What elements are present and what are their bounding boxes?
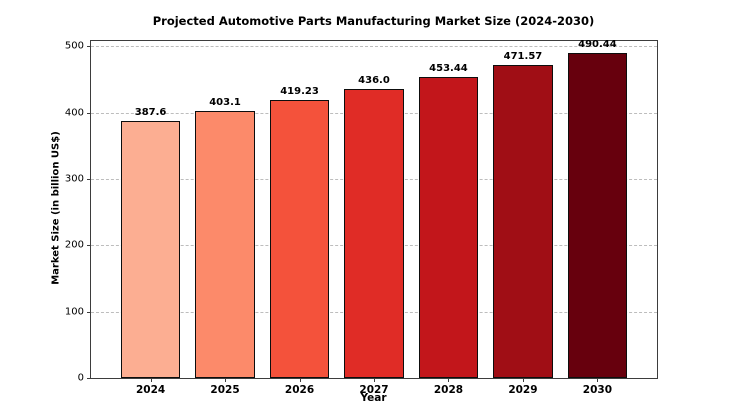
x-tick-label-2028: 2028 [433, 384, 464, 396]
y-axis-label: Market Size (in billion US$) [50, 131, 62, 285]
y-tick-label-200: 200 [64, 239, 84, 251]
y-tick-0 [87, 378, 91, 379]
x-tick-label-2030: 2030 [582, 384, 613, 396]
bar-value-label-2028: 453.44 [429, 63, 468, 75]
y-tick-label-400: 400 [64, 107, 84, 119]
bar-2029 [493, 65, 553, 378]
x-axis-label: Year [360, 392, 387, 404]
x-tick-label-2026: 2026 [284, 384, 315, 396]
bar-value-label-2025: 403.1 [209, 96, 241, 108]
y-tick-label-100: 100 [64, 306, 84, 318]
bar-value-label-2029: 471.57 [503, 51, 543, 63]
x-tick-label-2025: 2025 [210, 384, 240, 396]
y-tick-label-300: 300 [64, 173, 84, 185]
bar-2026 [269, 99, 330, 378]
x-tick-2026 [299, 378, 301, 382]
bar-value-label-2027: 436.0 [358, 74, 390, 86]
y-tick-300 [87, 178, 91, 180]
bar-value-label-2024: 387.6 [134, 106, 167, 118]
x-tick-2025 [225, 378, 227, 382]
bar-2027 [344, 88, 404, 378]
y-tick-label-500: 500 [64, 40, 84, 52]
x-tick-label-2024: 2024 [135, 384, 166, 396]
bar-2028 [418, 77, 479, 378]
bar-2024 [120, 120, 181, 378]
x-tick-label-2027: 2027 [359, 384, 389, 396]
bar-value-label-2030: 490.44 [578, 38, 617, 50]
plot-area: 0 100 200 300 400 500 387.6 2024 403.1 2025 419.23… [65, 38, 658, 396]
y-tick-200 [87, 245, 91, 247]
bar-2030 [567, 52, 628, 378]
bar-value-label-2026: 419.23 [280, 85, 319, 97]
y-tick-400 [87, 112, 91, 114]
y-tick-100 [87, 311, 91, 313]
chart-title: Projected Automotive Parts Manufacturing… [152, 14, 595, 28]
bar-2025 [195, 110, 255, 378]
x-tick-2028 [448, 378, 450, 382]
x-tick-2029 [522, 378, 524, 382]
x-tick-2027 [374, 378, 375, 382]
gridline-500 [91, 46, 657, 48]
y-tick-label-0: 0 [77, 372, 84, 384]
x-tick-2024 [150, 378, 152, 382]
x-tick-2030 [597, 378, 599, 382]
y-tick-500 [87, 46, 91, 48]
x-tick-label-2029: 2029 [508, 384, 538, 396]
